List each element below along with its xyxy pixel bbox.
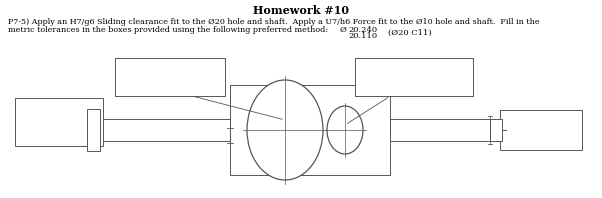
Bar — [15, 98, 103, 146]
Text: P7-5) Apply an H7/g6 Sliding clearance fit to the Ø20 hole and shaft.  Apply a U: P7-5) Apply an H7/g6 Sliding clearance f… — [8, 18, 539, 26]
Text: 20.110: 20.110 — [348, 32, 377, 40]
Text: (Ø20 C11): (Ø20 C11) — [388, 29, 432, 37]
Bar — [115, 58, 225, 96]
Text: Homework #10: Homework #10 — [253, 5, 349, 16]
Text: Ø: Ø — [340, 26, 347, 34]
Ellipse shape — [247, 80, 323, 180]
Ellipse shape — [327, 106, 363, 154]
Bar — [87, 109, 100, 151]
Text: metric tolerances in the boxes provided using the following preferred method:: metric tolerances in the boxes provided … — [8, 26, 328, 34]
Bar — [100, 119, 230, 141]
Bar — [230, 85, 390, 175]
Bar — [390, 119, 490, 141]
Bar — [355, 58, 473, 96]
Bar — [500, 110, 582, 150]
Bar — [490, 119, 502, 141]
Text: 20.240: 20.240 — [348, 26, 377, 34]
